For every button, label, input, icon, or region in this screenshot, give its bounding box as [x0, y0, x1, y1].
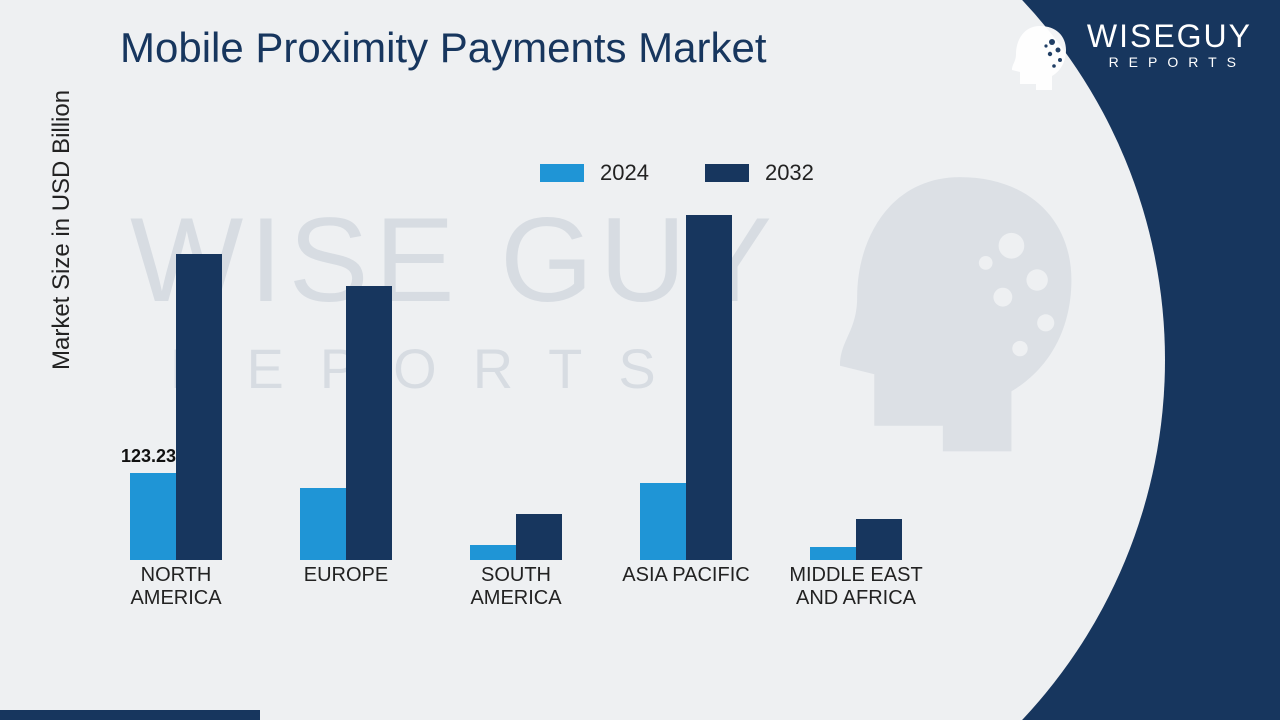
bar-group: [286, 286, 406, 560]
bar: [300, 488, 346, 560]
bar-group: [456, 514, 576, 560]
bar: [130, 473, 176, 560]
x-axis-label: MIDDLE EAST AND AFRICA: [786, 564, 926, 610]
brand-name: WISEGUY: [1087, 20, 1252, 52]
y-axis-label: Market Size in USD Billion: [48, 90, 76, 370]
bar: [516, 514, 562, 560]
bar: [640, 483, 686, 560]
brand-logo: WISEGUY REPORTS: [1087, 20, 1252, 70]
bar-group: [796, 519, 916, 560]
plot-area: 123.23: [96, 180, 956, 560]
bar-group: [626, 215, 746, 560]
bar: [470, 545, 516, 560]
chart-area: 123.23: [96, 180, 956, 560]
bar: [810, 547, 856, 560]
brand-head-icon: [1010, 22, 1070, 92]
bar: [176, 254, 222, 560]
infographic-stage: Mobile Proximity Payments Market WISEGUY…: [0, 0, 1280, 720]
bar-group: [116, 254, 236, 560]
x-axis-label: EUROPE: [276, 564, 416, 587]
x-axis-label: SOUTH AMERICA: [446, 564, 586, 610]
bar: [856, 519, 902, 560]
chart-title: Mobile Proximity Payments Market: [120, 24, 767, 72]
bar: [686, 215, 732, 560]
bar: [346, 286, 392, 560]
x-axis-label: NORTH AMERICA: [106, 564, 246, 610]
value-label: 123.23: [121, 446, 176, 467]
brand-sub: REPORTS: [1087, 54, 1252, 70]
bottom-accent-bar: [0, 710, 260, 720]
x-axis-label: ASIA PACIFIC: [616, 564, 756, 587]
